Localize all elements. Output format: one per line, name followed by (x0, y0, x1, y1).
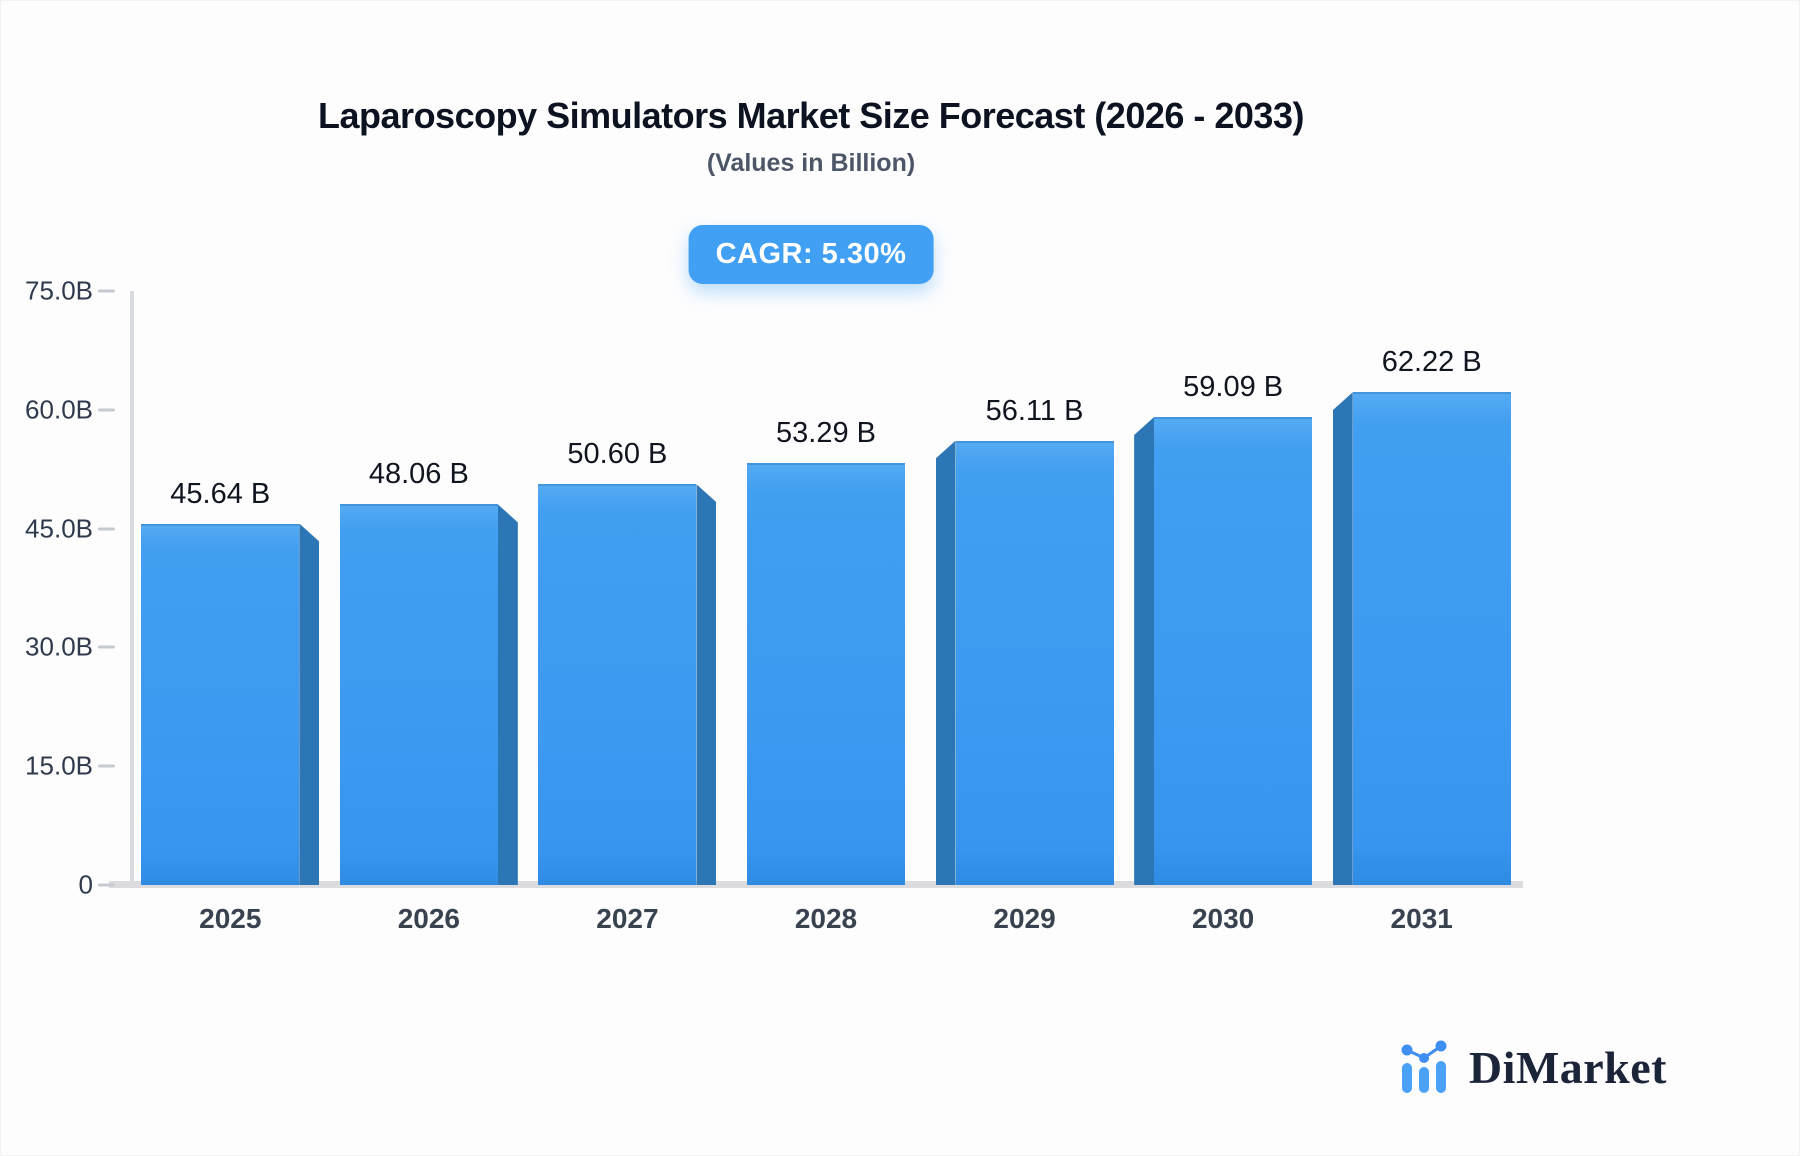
y-axis-line (130, 291, 134, 885)
y-axis-tick-mark (98, 408, 115, 412)
y-axis-tick-label: 60.0B (25, 394, 93, 425)
bar-side-face (497, 504, 518, 885)
bar-chart-trend-icon (1401, 1040, 1447, 1093)
bar-side-face (935, 440, 956, 885)
y-axis-tick-label: 0 (78, 869, 93, 900)
x-axis-label-2026: 2026 (397, 903, 460, 934)
bar-2029 (935, 440, 1114, 885)
cagr-badge: CAGR: 5.30% (688, 225, 934, 284)
y-axis-tick-label: 45.0B (25, 513, 93, 544)
bar-value-label: 53.29 B (776, 416, 876, 449)
dimarket-logo[interactable]: DiMarket (1392, 1035, 1667, 1099)
y-axis-tick-mark (98, 645, 115, 649)
bar-front-face (955, 440, 1114, 885)
x-axis-label-2030: 2030 (1191, 903, 1255, 934)
bar-side-face (696, 484, 717, 885)
bar-2025 (141, 523, 320, 885)
bar-value-label: 56.11 B (985, 394, 1084, 427)
bar-value-label: 48.06 B (368, 458, 469, 491)
bar-side-face (299, 523, 320, 885)
y-axis-tick-label: 30.0B (25, 631, 93, 662)
y-axis-tick-mark (98, 764, 115, 768)
bar-front-face (747, 462, 905, 885)
bar-2027 (538, 484, 717, 885)
bar-2028 (747, 462, 905, 885)
x-axis-label-2028: 2028 (794, 903, 858, 934)
bar-front-face (141, 523, 300, 885)
bar-side-face (1332, 392, 1353, 885)
x-axis-label-2027: 2027 (596, 903, 659, 934)
bar-front-face (339, 504, 498, 885)
y-axis-tick-mark (98, 289, 115, 293)
y-axis-tick-mark (98, 527, 115, 531)
y-axis-tick-label: 15.0B (25, 750, 93, 781)
bar-side-face (1134, 417, 1155, 885)
bar-value-label: 59.09 B (1183, 371, 1284, 403)
x-axis-label-2031: 2031 (1390, 903, 1453, 934)
chart-title: Laparoscopy Simulators Market Size Forec… (318, 95, 1304, 136)
chart-subtitle: (Values in Billion) (706, 149, 916, 177)
x-axis-label-2029: 2029 (993, 903, 1056, 934)
bar-front-face (538, 484, 697, 885)
bar-2026 (339, 504, 518, 885)
bar-value-label: 50.60 B (567, 438, 668, 471)
x-axis-label-2025: 2025 (199, 903, 262, 934)
dimarket-logo-text: DiMarket (1468, 1041, 1667, 1093)
y-axis-tick-mark (98, 883, 115, 887)
bar-front-face (1154, 417, 1313, 885)
y-axis-tick-label: 75.0B (25, 275, 93, 306)
bar-front-face (1352, 392, 1511, 885)
bar-value-label: 62.22 B (1381, 346, 1482, 379)
bar-2030 (1134, 417, 1313, 885)
bar-value-label: 45.64 B (170, 477, 271, 510)
bar-2031 (1332, 392, 1511, 885)
